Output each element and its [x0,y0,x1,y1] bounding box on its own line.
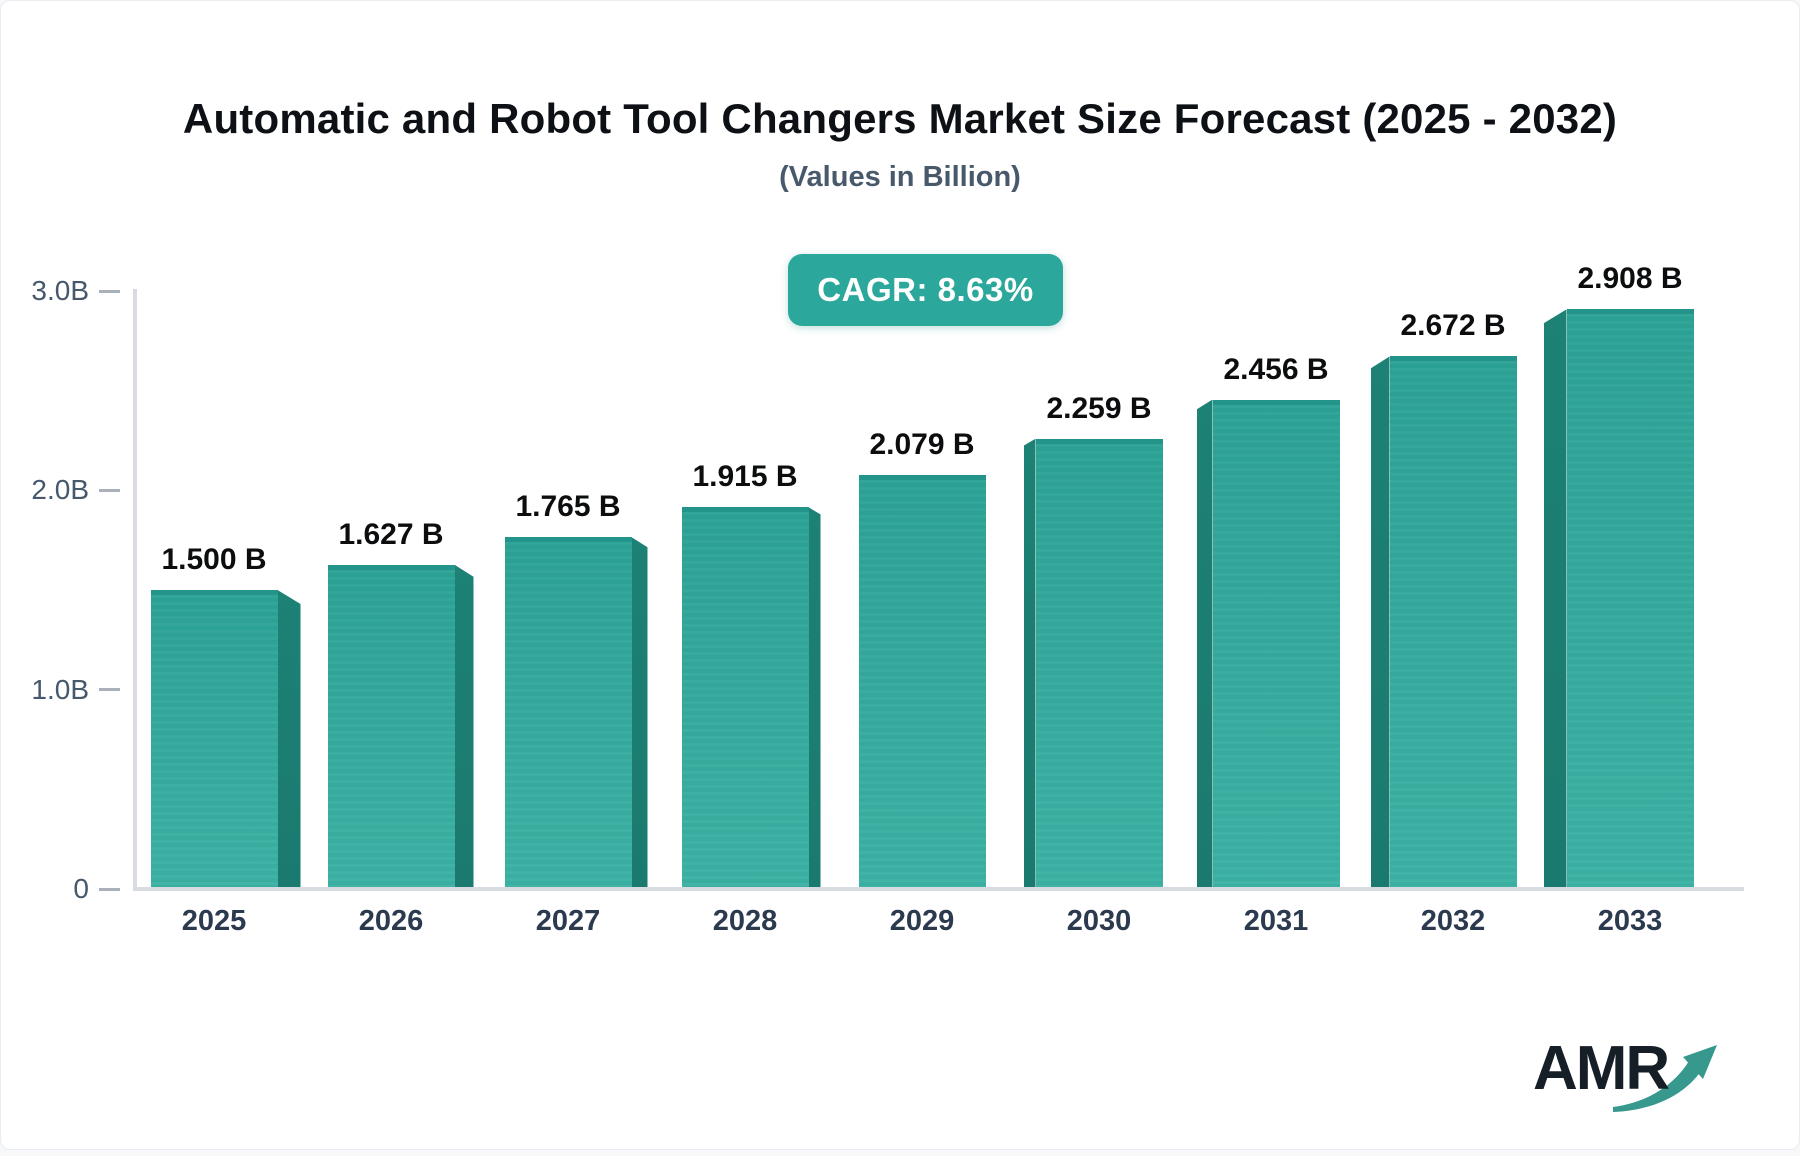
y-tick-dash [99,488,120,492]
y-tick-dash [99,887,120,891]
bar-side-2028 [808,507,821,891]
x-tick-label-2033: 2033 [1597,905,1663,937]
x-tick-label-2032: 2032 [1420,905,1486,937]
bar-value-label-2028: 1.915 B [692,460,798,494]
y-tick-label-0: 0 [73,873,89,904]
bar-2033 [1566,309,1694,889]
y-tick-label-3.0B: 3.0B [31,275,89,307]
y-tick-label-1.0B: 1.0B [31,673,89,705]
bar-side-2030 [1023,438,1036,891]
bar-side-2025 [277,590,301,891]
bar-side-2032 [1370,356,1390,891]
x-tick-label-2026: 2026 [358,905,424,937]
chart-title: Automatic and Robot Tool Changers Market… [182,95,1618,142]
bar-2030 [1035,438,1163,890]
x-tick-label-2028: 2028 [712,905,778,937]
y-axis-line [133,289,137,891]
x-tick-label-2031: 2031 [1243,905,1309,937]
bar-2032 [1389,356,1517,889]
amr-logo: AMR [1533,1027,1723,1115]
y-tick-label-2.0B: 2.0B [31,474,89,506]
bar-value-label-2030: 2.259 B [1046,391,1152,425]
bar-value-label-2025: 1.500 B [161,543,267,577]
bar-value-label-2032: 2.672 B [1400,309,1506,343]
bar-side-2033 [1543,309,1567,891]
bar-value-label-2031: 2.456 B [1223,352,1329,386]
x-tick-label-2030: 2030 [1066,905,1132,937]
bar-value-label-2027: 1.765 B [515,490,621,524]
x-tick-label-2025: 2025 [181,905,247,937]
bar-side-2026 [454,564,474,891]
logo-growth-arrow-icon [1613,1045,1717,1112]
bar-side-2031 [1196,399,1213,891]
bar-2027 [504,537,632,889]
bar-2029 [858,474,986,890]
chart-subtitle: (Values in Billion) [779,161,1021,193]
logo-text: AMR [1533,1034,1670,1103]
y-tick-dash [99,289,120,293]
cagr-badge: CAGR: 8.63% [788,254,1063,326]
bar-2026 [327,564,455,890]
cagr-badge-label: CAGR: 8.63% [817,271,1034,308]
bar-2028 [681,507,809,889]
x-tick-label-2029: 2029 [889,905,955,937]
bar-value-label-2026: 1.627 B [338,517,444,551]
bar-value-label-2033: 2.908 B [1577,262,1683,296]
x-tick-label-2027: 2027 [535,905,601,937]
bar-2025 [150,590,278,889]
bar-side-2027 [631,537,648,891]
bar-value-label-2029: 2.079 B [869,427,975,461]
y-tick-dash [99,688,120,692]
x-axis-line [133,887,1744,891]
bar-2031 [1212,399,1340,890]
